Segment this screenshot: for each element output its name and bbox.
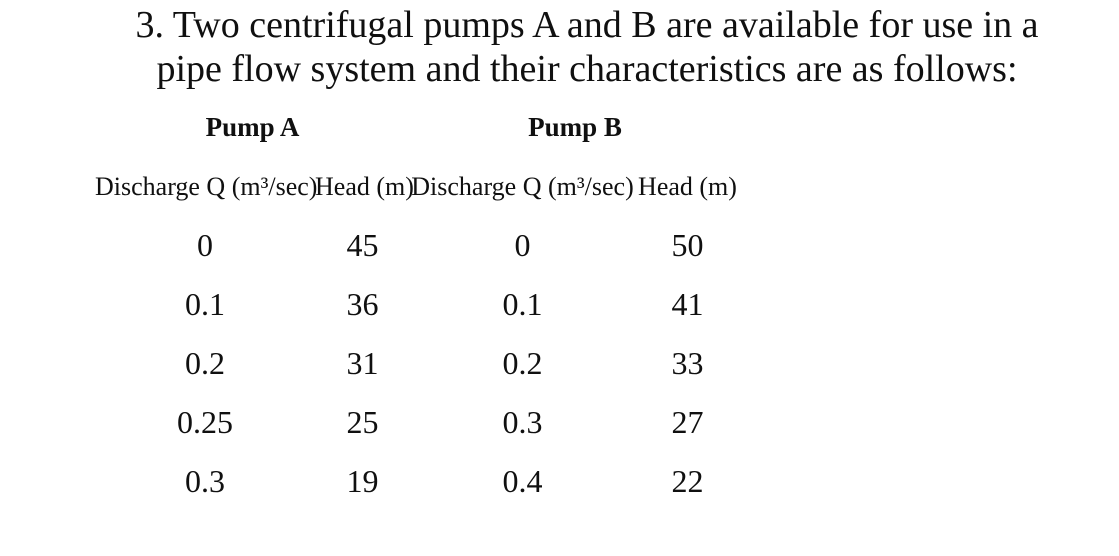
table-row: 0 45 0 50 bbox=[95, 216, 740, 275]
table-cell: 0.25 bbox=[177, 404, 233, 440]
pump-table-body: 0 45 0 50 0.1 36 0.1 41 0.2 31 0.2 33 0.25 25 0.3 27 0.3… bbox=[95, 216, 740, 511]
table-cell: 25 bbox=[346, 404, 379, 440]
table-row: 0.1 36 0.1 41 bbox=[95, 275, 740, 334]
col-header-pump-b-discharge: Discharge Q (m³/sec) bbox=[411, 171, 634, 201]
table-cell: 0.3 bbox=[185, 463, 225, 499]
table-cell: 0.4 bbox=[502, 463, 543, 499]
table-cell: 0 bbox=[514, 227, 531, 263]
table-cell: 33 bbox=[671, 345, 704, 381]
table-row: 0.3 19 0.4 22 bbox=[95, 452, 740, 511]
problem-title: 3. Two centrifugal pumps A and B are ava… bbox=[55, 3, 1119, 91]
table-cell: 45 bbox=[346, 227, 379, 263]
table-cell: 19 bbox=[346, 463, 379, 499]
problem-title-line-1: 3. Two centrifugal pumps A and B are ava… bbox=[135, 4, 1039, 46]
table-cell: 0.2 bbox=[185, 345, 225, 381]
table-cell: 36 bbox=[346, 286, 379, 322]
table-cell: 0.2 bbox=[502, 345, 543, 381]
table-cell: 0.3 bbox=[502, 404, 543, 440]
pump-group-header-row: Pump A Pump B bbox=[95, 98, 740, 157]
col-header-pump-b-head: Head (m) bbox=[638, 171, 737, 201]
table-row: 0.2 31 0.2 33 bbox=[95, 334, 740, 393]
table-cell: 22 bbox=[671, 463, 704, 499]
table-cell: 41 bbox=[671, 286, 704, 322]
col-header-pump-a-head: Head (m) bbox=[315, 171, 414, 201]
table-cell: 0 bbox=[197, 227, 213, 263]
table-cell: 0.1 bbox=[502, 286, 543, 322]
table-cell: 27 bbox=[671, 404, 704, 440]
column-header-row: Discharge Q (m³/sec) Head (m) Discharge … bbox=[95, 157, 740, 216]
table-cell: 50 bbox=[671, 227, 704, 263]
table-cell: 31 bbox=[346, 345, 379, 381]
pump-characteristics-table: Pump A Pump B Discharge Q (m³/sec) Head … bbox=[95, 98, 740, 511]
problem-title-line-2: pipe flow system and their characteristi… bbox=[156, 48, 1018, 90]
col-header-pump-a-discharge: Discharge Q (m³/sec) bbox=[95, 171, 318, 201]
table-row: 0.25 25 0.3 27 bbox=[95, 393, 740, 452]
pump-b-header: Pump B bbox=[528, 112, 622, 142]
pump-table-head: Pump A Pump B Discharge Q (m³/sec) Head … bbox=[95, 98, 740, 216]
pump-a-header: Pump A bbox=[205, 112, 300, 142]
table-cell: 0.1 bbox=[185, 286, 225, 322]
